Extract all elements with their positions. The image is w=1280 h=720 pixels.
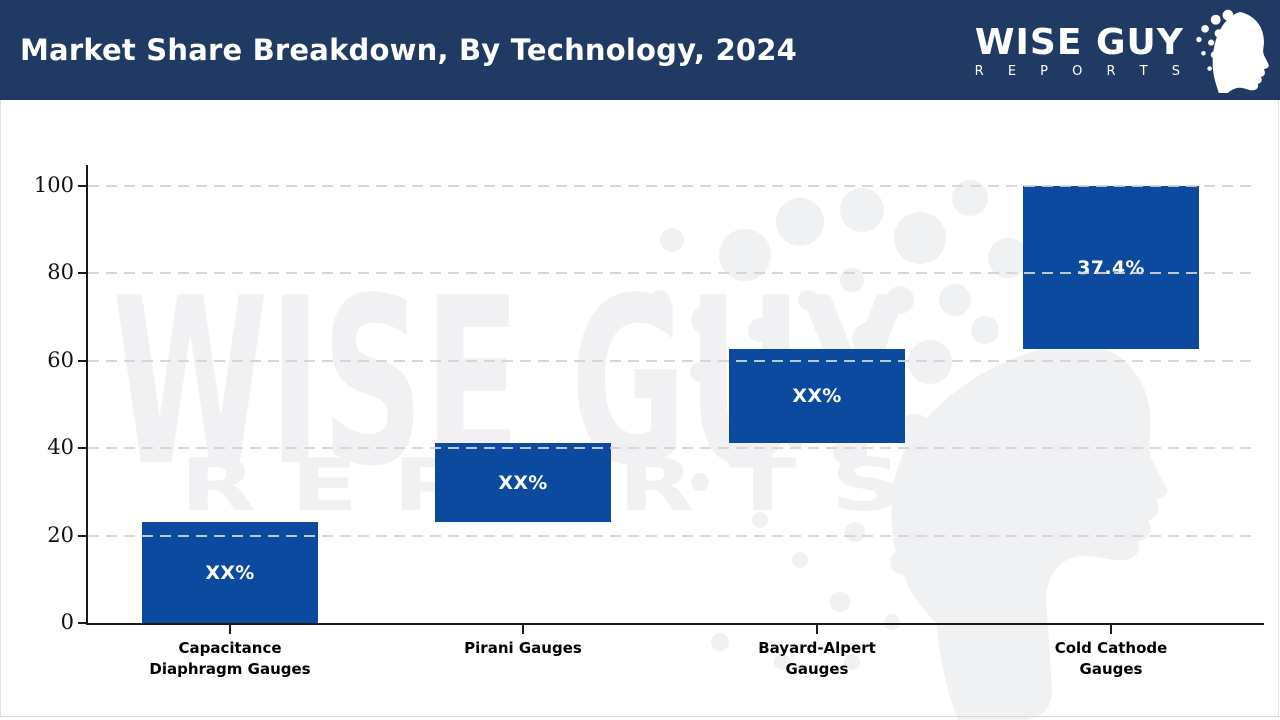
bar-1 <box>142 522 318 623</box>
y-tick <box>78 622 86 624</box>
x-category-label: Bayard-Alpert Gauges <box>758 639 876 678</box>
x-tick <box>1110 625 1112 634</box>
y-tick <box>78 272 86 275</box>
gridline-100 <box>88 185 1253 187</box>
bar-value-label: XX% <box>205 561 255 584</box>
y-tick <box>78 185 86 187</box>
x-tick <box>229 625 231 634</box>
gridline-20 <box>88 534 1253 537</box>
bar-value-label: XX% <box>792 385 842 408</box>
y-tick-label: 20 <box>47 522 74 547</box>
logo-face-icon <box>1196 9 1269 93</box>
x-axis-line <box>86 623 1264 625</box>
bar-value-label: 37.4% <box>1077 256 1145 279</box>
y-tick-label: 40 <box>47 435 74 460</box>
gridline-40 <box>88 447 1253 450</box>
x-tick <box>816 625 818 634</box>
bar-value-label: XX% <box>498 471 548 494</box>
gridline-80 <box>88 272 1253 275</box>
face-profile-watermark <box>891 342 1168 720</box>
page-left-border <box>0 100 1 716</box>
y-tick-label: 60 <box>47 347 74 372</box>
y-tick <box>78 447 86 450</box>
logo-subtitle: R E P O R T S <box>974 63 1190 79</box>
y-axis-line <box>86 165 88 625</box>
bar-3 <box>729 349 905 443</box>
x-category-label: Pirani Gauges <box>464 639 582 657</box>
logo-text: WISE GUY R E P O R T S <box>969 21 1190 79</box>
bar-4 <box>1023 186 1199 350</box>
header-bar: Market Share Breakdown, By Technology, 2… <box>0 0 1280 100</box>
x-tick <box>522 625 524 634</box>
y-tick <box>78 534 86 537</box>
y-tick-label: 100 <box>33 173 74 197</box>
logo-wordmark: WISE GUY <box>974 21 1184 63</box>
gridline-60 <box>88 359 1253 362</box>
x-category-label: Cold Cathode Gauges <box>1054 639 1168 678</box>
face-dots-watermark <box>650 180 1028 670</box>
y-tick-label: 80 <box>47 260 74 285</box>
chart-title: Market Share Breakdown, By Technology, 2… <box>20 33 798 67</box>
x-category-label: Capacitance Diaphragm Gauges <box>149 639 311 678</box>
wiseguy-logo: WISE GUY R E P O R T S <box>969 8 1270 94</box>
bar-2 <box>435 442 611 523</box>
y-tick <box>78 359 86 362</box>
y-tick-label: 0 <box>60 610 74 634</box>
page-right-border <box>1278 100 1279 716</box>
page-bottom-border <box>0 716 1280 717</box>
